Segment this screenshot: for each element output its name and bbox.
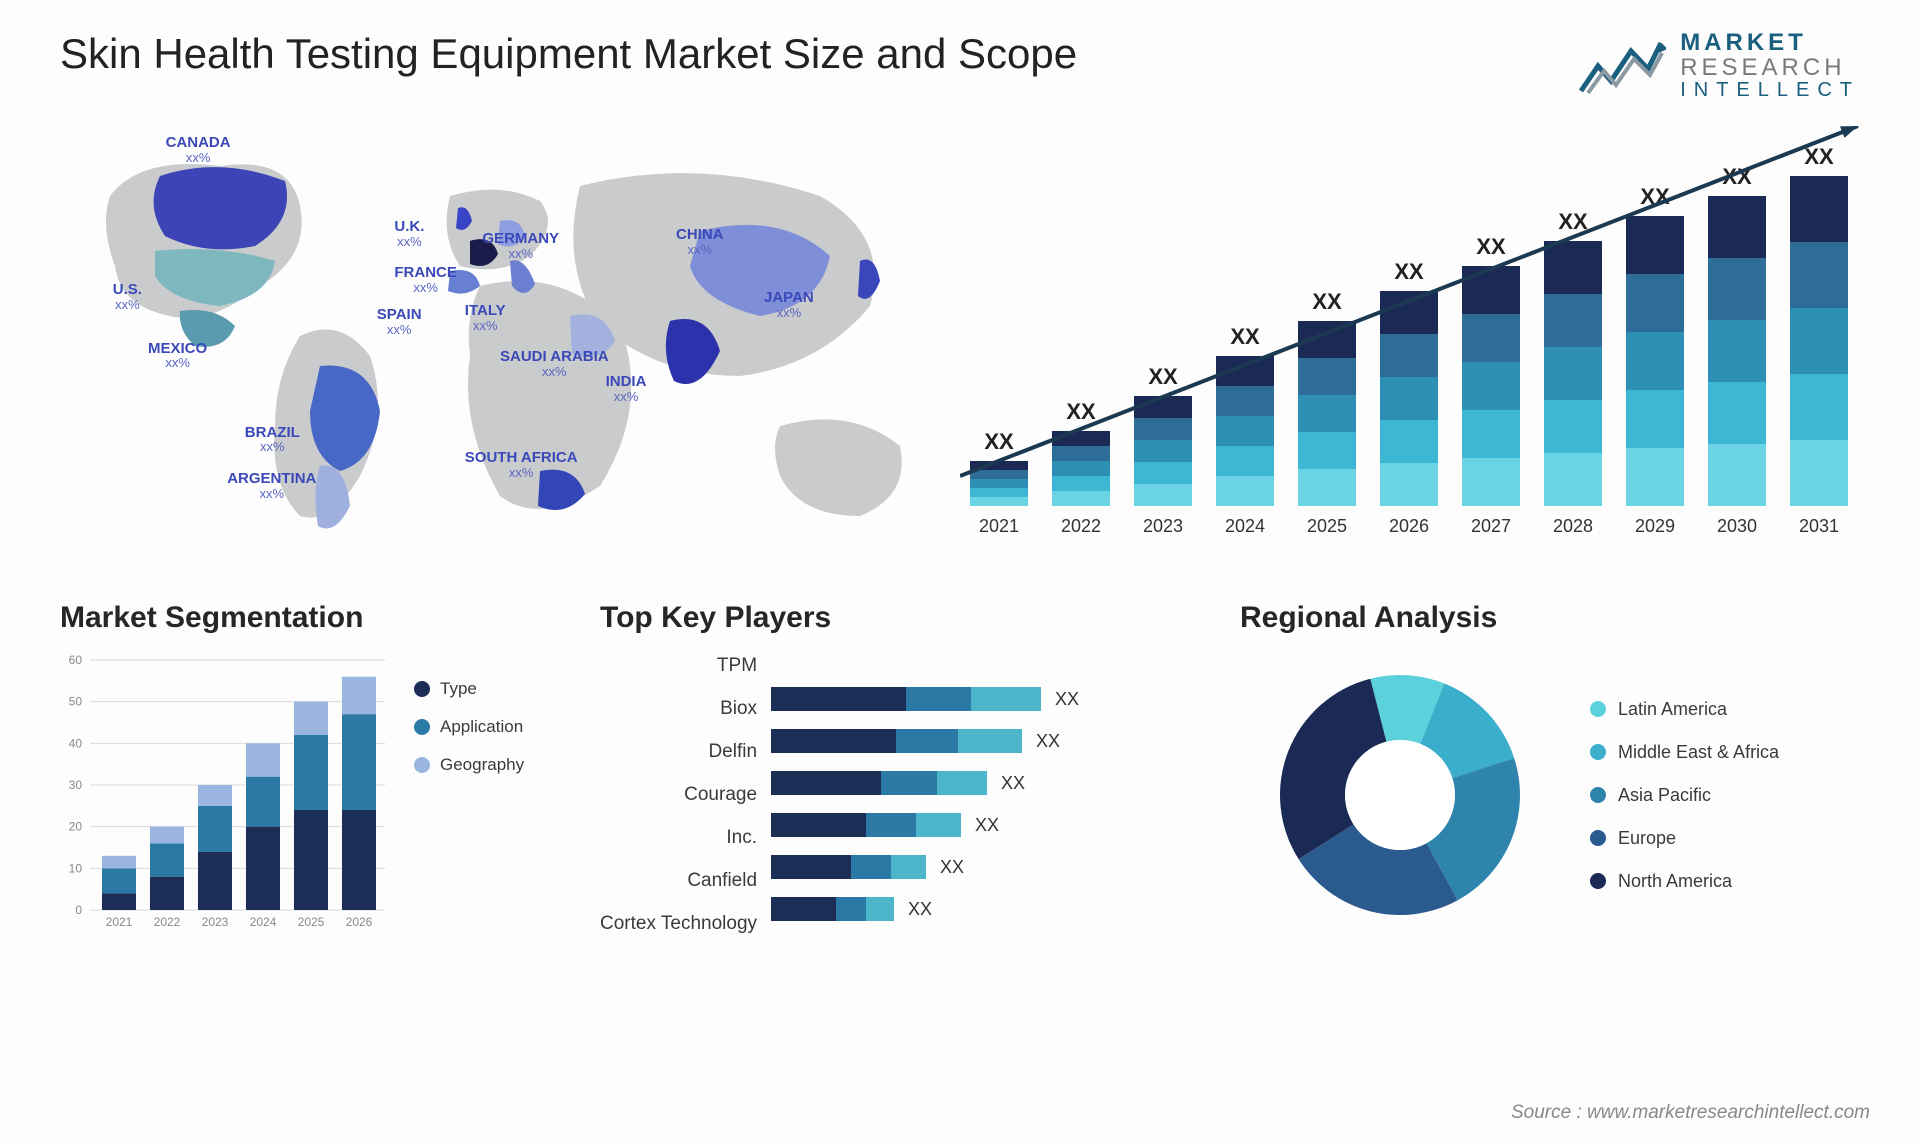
svg-text:2026: 2026	[346, 915, 373, 929]
svg-text:10: 10	[69, 862, 83, 876]
svg-text:2021: 2021	[979, 516, 1019, 536]
svg-text:2028: 2028	[1553, 516, 1593, 536]
page-title: Skin Health Testing Equipment Market Siz…	[60, 30, 1077, 78]
player-row: XX	[771, 855, 1210, 879]
svg-text:40: 40	[69, 737, 83, 751]
market-size-chart: XX 2021 XX 2022 XX 2023 XX 2024 XX 2025 XX 2026 XX 20…	[960, 126, 1880, 546]
svg-text:2024: 2024	[250, 915, 277, 929]
svg-text:2031: 2031	[1799, 516, 1839, 536]
player-name: Delfin	[708, 741, 757, 763]
legend-item: Europe	[1590, 828, 1779, 849]
svg-text:50: 50	[69, 695, 83, 709]
players-title: Top Key Players	[600, 601, 1210, 635]
players-chart: XX XX XX XX XX XX	[771, 655, 1210, 935]
player-row: XX	[771, 897, 1210, 921]
svg-text:2022: 2022	[1061, 516, 1101, 536]
svg-text:60: 60	[69, 655, 83, 667]
legend-item: Asia Pacific	[1590, 785, 1779, 806]
svg-text:XX: XX	[1476, 234, 1506, 259]
map-label: ITALYxx%	[465, 303, 506, 332]
legend-item: North America	[1590, 871, 1779, 892]
map-label: FRANCExx%	[394, 265, 457, 294]
map-label: BRAZILxx%	[245, 425, 300, 454]
svg-text:30: 30	[69, 778, 83, 792]
svg-text:2023: 2023	[1143, 516, 1183, 536]
player-row: XX	[771, 813, 1210, 837]
svg-text:2023: 2023	[202, 915, 229, 929]
legend-item: Application	[414, 717, 524, 737]
map-label: CHINAxx%	[676, 227, 724, 256]
svg-text:XX: XX	[1804, 144, 1834, 169]
logo-line1: MARKET	[1680, 30, 1860, 55]
map-label: MEXICOxx%	[148, 341, 207, 370]
svg-text:XX: XX	[1230, 324, 1260, 349]
map-label: CANADAxx%	[166, 135, 231, 164]
map-label: SOUTH AFRICAxx%	[465, 450, 578, 479]
svg-text:2024: 2024	[1225, 516, 1265, 536]
regional-title: Regional Analysis	[1240, 601, 1880, 635]
player-row: XX	[771, 729, 1210, 753]
player-name: Inc.	[726, 827, 757, 849]
regional-legend: Latin America Middle East & Africa Asia Pa…	[1590, 699, 1779, 892]
map-label: U.S.xx%	[113, 282, 142, 311]
svg-text:2030: 2030	[1717, 516, 1757, 536]
svg-text:XX: XX	[1148, 364, 1178, 389]
map-label: ARGENTINAxx%	[227, 471, 316, 500]
player-name: Biox	[720, 698, 757, 720]
player-row: XX	[771, 687, 1210, 711]
svg-text:2025: 2025	[298, 915, 325, 929]
regional-donut	[1240, 655, 1560, 935]
svg-text:2026: 2026	[1389, 516, 1429, 536]
logo-line2: RESEARCH	[1680, 55, 1860, 80]
legend-item: Geography	[414, 755, 524, 775]
svg-text:20: 20	[69, 820, 83, 834]
world-map: CANADAxx% U.S.xx% MEXICOxx% BRAZILxx% ARGENT…	[60, 126, 940, 546]
segmentation-chart: 0 10 20 30 40 50 60 2021 2022 2023 2024 2025 2026	[60, 655, 390, 935]
svg-text:XX: XX	[984, 429, 1014, 454]
svg-text:XX: XX	[1066, 399, 1096, 424]
legend-item: Middle East & Africa	[1590, 742, 1779, 763]
svg-text:0: 0	[75, 903, 82, 917]
segmentation-legend: Type Application Geography	[414, 655, 524, 935]
svg-text:XX: XX	[1558, 209, 1588, 234]
logo-line3: INTELLECT	[1680, 80, 1860, 101]
svg-text:XX: XX	[1312, 289, 1342, 314]
player-name: Canfield	[687, 870, 757, 892]
player-name: Courage	[684, 784, 757, 806]
svg-text:2029: 2029	[1635, 516, 1675, 536]
map-label: SPAINxx%	[377, 307, 422, 336]
legend-item: Latin America	[1590, 699, 1779, 720]
svg-text:2027: 2027	[1471, 516, 1511, 536]
logo-icon	[1576, 31, 1666, 101]
segmentation-title: Market Segmentation	[60, 601, 570, 635]
map-label: INDIAxx%	[606, 374, 647, 403]
map-label: JAPANxx%	[764, 290, 814, 319]
map-label: U.K.xx%	[394, 219, 424, 248]
map-label: GERMANYxx%	[482, 231, 559, 260]
svg-text:2025: 2025	[1307, 516, 1347, 536]
source-text: Source : www.marketresearchintellect.com	[1511, 1102, 1870, 1124]
legend-item: Type	[414, 679, 524, 699]
player-name: TPM	[717, 655, 757, 677]
players-labels: TPM Biox Delfin Courage Inc. Canfield Cortex T…	[600, 655, 757, 935]
svg-text:2021: 2021	[106, 915, 133, 929]
player-name: Cortex Technology	[600, 913, 757, 935]
svg-text:2022: 2022	[154, 915, 181, 929]
map-label: SAUDI ARABIAxx%	[500, 349, 609, 378]
player-row: XX	[771, 771, 1210, 795]
svg-text:XX: XX	[1394, 259, 1424, 284]
brand-logo: MARKET RESEARCH INTELLECT	[1576, 30, 1860, 101]
